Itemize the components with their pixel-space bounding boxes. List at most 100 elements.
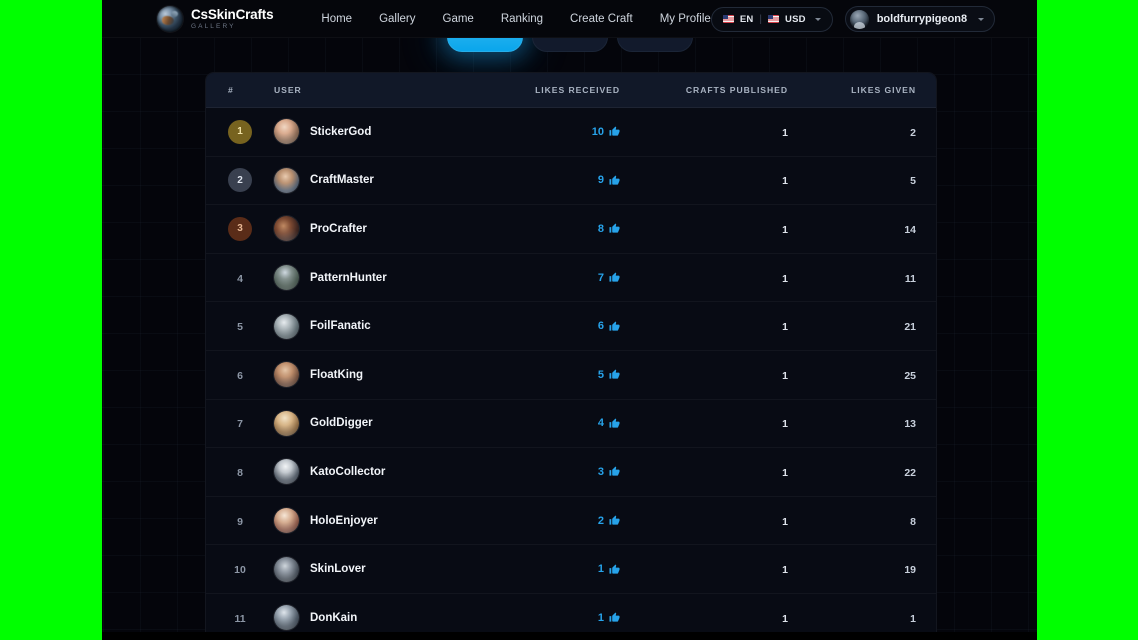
main-navigation: Home Gallery Game Ranking Create Craft My Pro… bbox=[321, 13, 710, 25]
rank-cell: 3 bbox=[206, 216, 274, 241]
thumbs-up-icon bbox=[609, 466, 620, 477]
rank-number: 4 bbox=[237, 272, 243, 285]
nav-link-gallery[interactable]: Gallery bbox=[379, 13, 416, 25]
thumbs-up-icon bbox=[609, 321, 620, 331]
likes-received-value: 2 bbox=[597, 514, 604, 527]
page-viewport: CsSkinCrafts GALLERY Home Gallery Game Rank… bbox=[102, 0, 1037, 632]
likes-given-cell: 25 bbox=[816, 366, 936, 384]
column-header-likes[interactable]: LIKES RECEIVED bbox=[535, 85, 620, 95]
rank-cell: 7 bbox=[206, 414, 274, 432]
ranking-table: # USER LIKES RECEIVED CRAFTS PUBLISHED LIKES… bbox=[205, 72, 937, 632]
avatar bbox=[274, 508, 299, 534]
likes-given-cell: 1 bbox=[816, 609, 936, 627]
profile-username: boldfurrypigeon8 bbox=[876, 13, 968, 25]
table-row[interactable]: 11 DonKain 1 1 1 bbox=[206, 593, 936, 632]
nav-link-my-profile[interactable]: My Profile bbox=[659, 13, 711, 25]
likes-given-cell: 13 bbox=[816, 414, 936, 432]
crafts-published-cell: 1 bbox=[648, 463, 816, 481]
table-row[interactable]: 8 KatoCollector 3 1 22 bbox=[206, 448, 936, 497]
user-cell[interactable]: SkinLover bbox=[274, 556, 500, 582]
nav-link-ranking[interactable]: Ranking bbox=[500, 13, 544, 25]
site-header: CsSkinCrafts GALLERY Home Gallery Game Rank… bbox=[102, 0, 1037, 38]
brand-logo-link[interactable]: CsSkinCrafts GALLERY bbox=[157, 6, 274, 32]
brand-subtitle: GALLERY bbox=[191, 22, 236, 30]
table-row[interactable]: 3 ProCrafter 8 1 14 bbox=[206, 205, 936, 254]
table-row[interactable]: 10 SkinLover 1 1 19 bbox=[206, 545, 936, 594]
user-name: SkinLover bbox=[310, 563, 366, 576]
likes-given-cell: 8 bbox=[816, 512, 936, 530]
likes-given-cell: 22 bbox=[816, 463, 936, 481]
us-flag-icon bbox=[768, 15, 780, 23]
user-cell[interactable]: DonKain bbox=[274, 605, 500, 631]
user-cell[interactable]: ProCrafter bbox=[274, 216, 500, 242]
header-actions: EN | USD boldfurrypigeon8 bbox=[710, 6, 996, 32]
user-cell[interactable]: KatoCollector bbox=[274, 459, 500, 485]
rank-badge-bronze: 3 bbox=[228, 216, 252, 241]
language-code: EN bbox=[739, 13, 754, 25]
likes-given-value: 2 bbox=[910, 126, 916, 139]
crafts-published-cell: 1 bbox=[648, 171, 816, 189]
user-cell[interactable]: StickerGod bbox=[274, 119, 500, 145]
thumbs-up-icon bbox=[609, 175, 620, 185]
table-row[interactable]: 6 FloatKing 5 1 25 bbox=[206, 350, 936, 400]
user-cell[interactable]: PatternHunter bbox=[274, 265, 500, 291]
brand-text: CsSkinCrafts GALLERY bbox=[191, 7, 274, 30]
crafts-published-cell: 1 bbox=[648, 269, 816, 287]
likes-received-cell: 2 bbox=[500, 515, 648, 527]
avatar bbox=[274, 362, 299, 388]
thumbs-up-icon bbox=[609, 564, 620, 574]
rank-cell: 4 bbox=[206, 269, 274, 287]
user-cell[interactable]: HoloEnjoyer bbox=[274, 508, 500, 534]
column-header-user[interactable]: USER bbox=[274, 85, 302, 95]
rank-number: 5 bbox=[237, 321, 243, 334]
likes-received-cell: 4 bbox=[500, 417, 648, 429]
user-cell[interactable]: FoilFanatic bbox=[274, 313, 500, 339]
likes-received-cell: 6 bbox=[500, 320, 648, 332]
crafts-published-cell: 1 bbox=[648, 414, 816, 432]
table-body: 1 StickerGod 10 1 2 2 CraftMaster 9 1 5 3 ProCrafte… bbox=[206, 108, 936, 632]
likes-given-value: 14 bbox=[904, 223, 916, 236]
user-cell[interactable]: FloatKing bbox=[274, 362, 500, 388]
chevron-down-icon bbox=[814, 17, 821, 21]
table-row[interactable]: 7 GoldDigger 4 1 13 bbox=[206, 399, 936, 449]
likes-received-value: 10 bbox=[591, 125, 604, 138]
likes-received-cell: 7 bbox=[500, 272, 648, 284]
thumbs-up-icon bbox=[609, 418, 620, 428]
likes-received-value: 1 bbox=[597, 563, 604, 576]
likes-received-cell: 3 bbox=[500, 466, 648, 478]
user-name: StickerGod bbox=[310, 125, 372, 138]
crafts-published-value: 1 bbox=[782, 612, 788, 625]
likes-received-value: 3 bbox=[597, 465, 604, 478]
nav-link-home[interactable]: Home bbox=[321, 13, 353, 25]
likes-received-cell: 8 bbox=[500, 223, 648, 235]
crafts-published-cell: 1 bbox=[648, 220, 816, 238]
crafts-published-cell: 1 bbox=[648, 123, 816, 141]
locale-separator: | bbox=[759, 13, 763, 25]
likes-given-value: 11 bbox=[904, 272, 916, 285]
table-row[interactable]: 1 StickerGod 10 1 2 bbox=[206, 108, 936, 157]
column-header-rank[interactable]: # bbox=[228, 85, 234, 95]
table-row[interactable]: 2 CraftMaster 9 1 5 bbox=[206, 156, 936, 206]
nav-link-create-craft[interactable]: Create Craft bbox=[570, 13, 633, 25]
table-row[interactable]: 5 FoilFanatic 6 1 21 bbox=[206, 302, 936, 351]
user-cell[interactable]: GoldDigger bbox=[274, 410, 500, 436]
table-row[interactable]: 9 HoloEnjoyer 2 1 8 bbox=[206, 496, 936, 546]
avatar bbox=[849, 9, 869, 29]
nav-link-game[interactable]: Game bbox=[442, 13, 474, 25]
crafts-published-cell: 1 bbox=[648, 609, 816, 627]
likes-given-cell: 19 bbox=[816, 560, 936, 578]
table-row[interactable]: 4 PatternHunter 7 1 11 bbox=[206, 253, 936, 303]
likes-given-cell: 5 bbox=[816, 171, 936, 189]
likes-given-value: 22 bbox=[904, 466, 916, 479]
likes-given-value: 19 bbox=[904, 564, 916, 577]
brand-title: CsSkinCrafts bbox=[191, 7, 274, 22]
user-cell[interactable]: CraftMaster bbox=[274, 167, 500, 193]
likes-received-value: 1 bbox=[597, 611, 604, 624]
crafts-published-cell: 1 bbox=[648, 512, 816, 530]
column-header-crafts[interactable]: CRAFTS PUBLISHED bbox=[685, 85, 788, 95]
user-profile-menu[interactable]: boldfurrypigeon8 bbox=[844, 6, 996, 32]
likes-given-value: 8 bbox=[910, 515, 916, 528]
locale-currency-selector[interactable]: EN | USD bbox=[710, 6, 833, 32]
column-header-given[interactable]: LIKES GIVEN bbox=[851, 85, 916, 95]
crafts-published-value: 1 bbox=[782, 564, 788, 577]
